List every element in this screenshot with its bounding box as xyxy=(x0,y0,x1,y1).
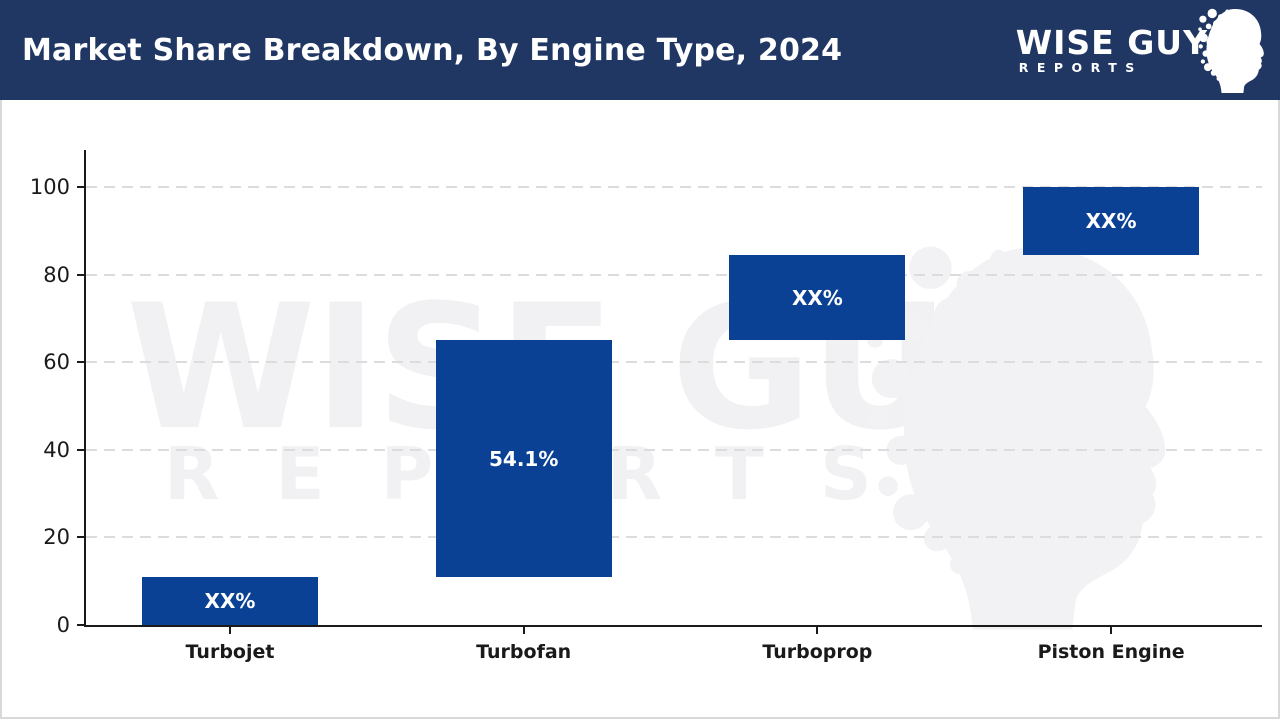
y-tick-label: 40 xyxy=(43,437,70,462)
y-tick-label: 80 xyxy=(43,262,70,287)
x-tick-mark xyxy=(816,627,819,634)
logo-subtitle: REPORTS xyxy=(1018,59,1143,75)
y-gridline xyxy=(86,448,1262,451)
bar-value-label: XX% xyxy=(204,589,256,614)
y-tick-mark xyxy=(77,361,85,364)
y-tick-mark xyxy=(77,624,85,626)
logo-text: WISE GUY REPORTS xyxy=(1016,26,1208,75)
bar-turbofan: 54.1% xyxy=(435,340,612,578)
bar-turboprop: XX% xyxy=(729,255,906,341)
y-tick-label: 20 xyxy=(43,525,70,550)
logo-wordmark: WISE GUY xyxy=(1015,22,1208,62)
y-tick-mark xyxy=(77,536,85,539)
y-tick-label: 60 xyxy=(43,350,70,375)
bar-value-label: XX% xyxy=(791,285,843,310)
header-bar: Market Share Breakdown, By Engine Type, … xyxy=(0,0,1280,100)
y-tick-mark xyxy=(77,273,85,276)
x-axis-line xyxy=(84,625,1262,627)
bar-value-label: 54.1% xyxy=(488,446,559,471)
x-tick-label-piston-engine: Piston Engine xyxy=(1037,641,1185,663)
y-tick-mark xyxy=(77,448,85,451)
wise-guy-reports-logo: WISE GUY REPORTS xyxy=(1016,7,1274,93)
y-gridline xyxy=(86,186,1262,189)
x-tick-mark xyxy=(1110,627,1113,634)
y-tick-mark xyxy=(77,186,85,189)
bar-piston-engine: XX% xyxy=(1023,187,1200,256)
x-tick-label-turboprop: Turboprop xyxy=(762,641,873,663)
x-tick-mark xyxy=(522,627,525,634)
y-tick-label: 0 xyxy=(56,613,70,637)
bar-value-label: XX% xyxy=(1085,209,1137,234)
chart-title: Market Share Breakdown, By Engine Type, … xyxy=(22,32,843,68)
y-axis-line xyxy=(84,150,86,627)
watermark-head-dots-icon xyxy=(866,246,1166,630)
bar-turbojet: XX% xyxy=(142,577,318,625)
y-gridline xyxy=(86,273,1262,276)
x-tick-label-turbofan: Turbofan xyxy=(476,641,572,663)
x-tick-mark xyxy=(229,627,231,634)
x-tick-label-turbojet: Turbojet xyxy=(185,641,275,663)
y-gridline xyxy=(86,361,1262,364)
y-tick-label: 100 xyxy=(29,175,70,200)
y-gridline xyxy=(86,536,1262,539)
